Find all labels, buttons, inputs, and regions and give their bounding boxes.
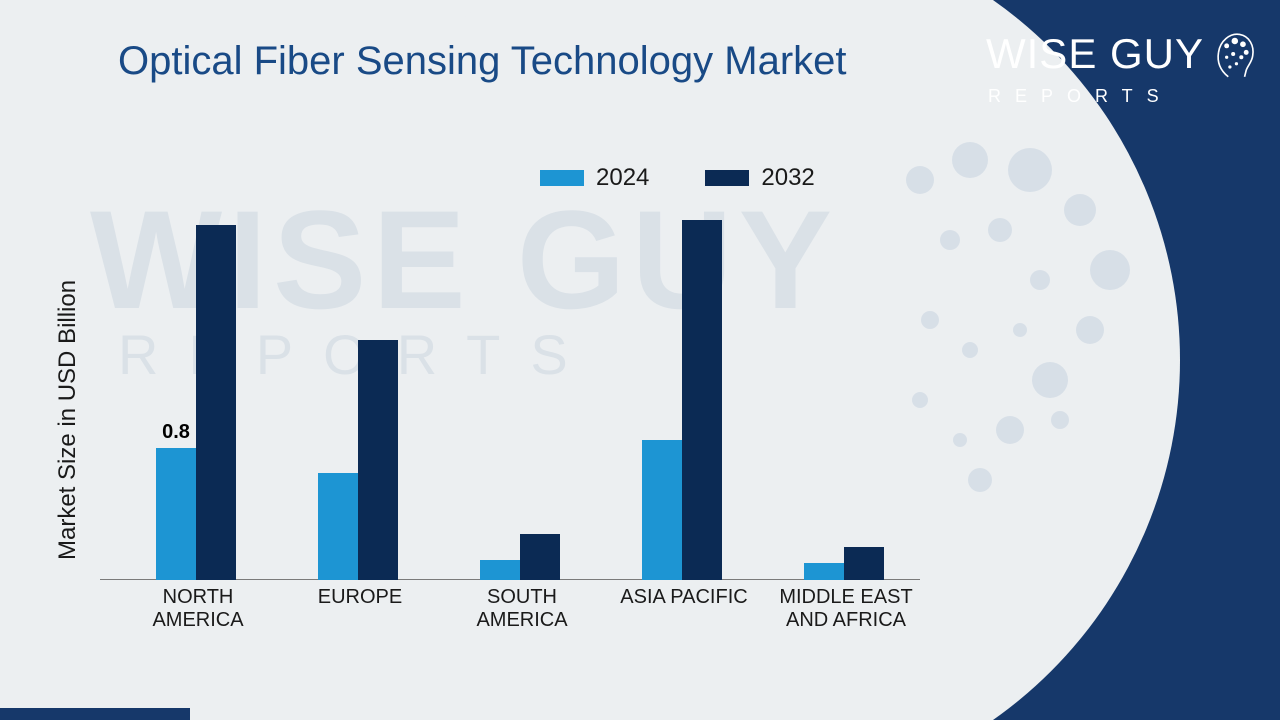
- category-label-3: ASIA PACIFIC: [614, 586, 754, 609]
- bar-2024-europe: [318, 473, 358, 580]
- logo-sub-text: REPORTS: [988, 86, 1256, 107]
- brand-logo: WISE GUY REPORTS: [986, 24, 1256, 107]
- bar-2024-asia-pacific: [642, 440, 682, 580]
- bar-2032-europe: [358, 340, 398, 580]
- chart-canvas: WISE GUY REPORTS WISE GUY REPORTS Optica…: [0, 0, 1280, 720]
- bar-2032-mea: [844, 547, 884, 580]
- legend-item-2024: 2024: [540, 164, 649, 192]
- category-label-0: NORTH AMERICA: [128, 586, 268, 632]
- legend-swatch-2024: [540, 170, 584, 186]
- logo-main-text: WISE GUY: [986, 33, 1204, 75]
- legend: 2024 2032: [540, 164, 815, 192]
- bar-2032-south-america: [520, 534, 560, 580]
- legend-item-2032: 2032: [705, 164, 814, 192]
- bar-2032-asia-pacific: [682, 220, 722, 580]
- bar-2024-south-america: [480, 560, 520, 580]
- logo-head-icon: [1212, 24, 1256, 84]
- legend-label-2032: 2032: [761, 164, 814, 192]
- chart-plot-area: 0.8 NORTH AMERICA EUROPE SOUTH AMERICA A…: [100, 200, 920, 580]
- y-axis-label: Market Size in USD Billion: [54, 280, 82, 560]
- bar-2032-north-america: [196, 225, 236, 580]
- category-label-2: SOUTH AMERICA: [452, 586, 592, 632]
- legend-label-2024: 2024: [596, 164, 649, 192]
- footer-accent-strip: [0, 708, 190, 720]
- chart-title: Optical Fiber Sensing Technology Market: [118, 38, 878, 84]
- category-label-4: MIDDLE EAST AND AFRICA: [776, 586, 916, 632]
- legend-swatch-2032: [705, 170, 749, 186]
- category-label-1: EUROPE: [290, 586, 430, 609]
- bar-label-2024-north-america: 0.8: [162, 421, 190, 444]
- bar-2024-mea: [804, 563, 844, 580]
- bar-2024-north-america: 0.8: [156, 448, 196, 580]
